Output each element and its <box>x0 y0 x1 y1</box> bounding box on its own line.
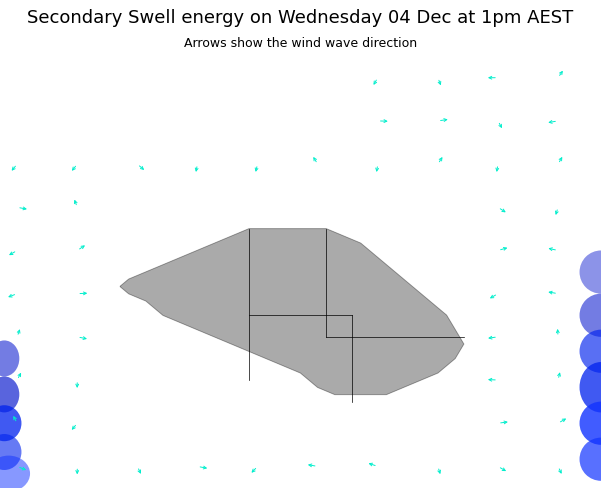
Text: Arrows show the wind wave direction: Arrows show the wind wave direction <box>184 37 417 50</box>
Ellipse shape <box>579 294 601 337</box>
Ellipse shape <box>579 438 601 481</box>
Ellipse shape <box>0 376 19 412</box>
Ellipse shape <box>579 402 601 445</box>
Ellipse shape <box>579 362 601 412</box>
Ellipse shape <box>0 456 30 488</box>
Ellipse shape <box>0 405 22 441</box>
Ellipse shape <box>579 250 601 294</box>
Text: Secondary Swell energy on Wednesday 04 Dec at 1pm AEST: Secondary Swell energy on Wednesday 04 D… <box>28 9 573 27</box>
Ellipse shape <box>579 329 601 373</box>
Polygon shape <box>120 229 463 394</box>
Ellipse shape <box>0 341 19 376</box>
Ellipse shape <box>0 434 22 470</box>
